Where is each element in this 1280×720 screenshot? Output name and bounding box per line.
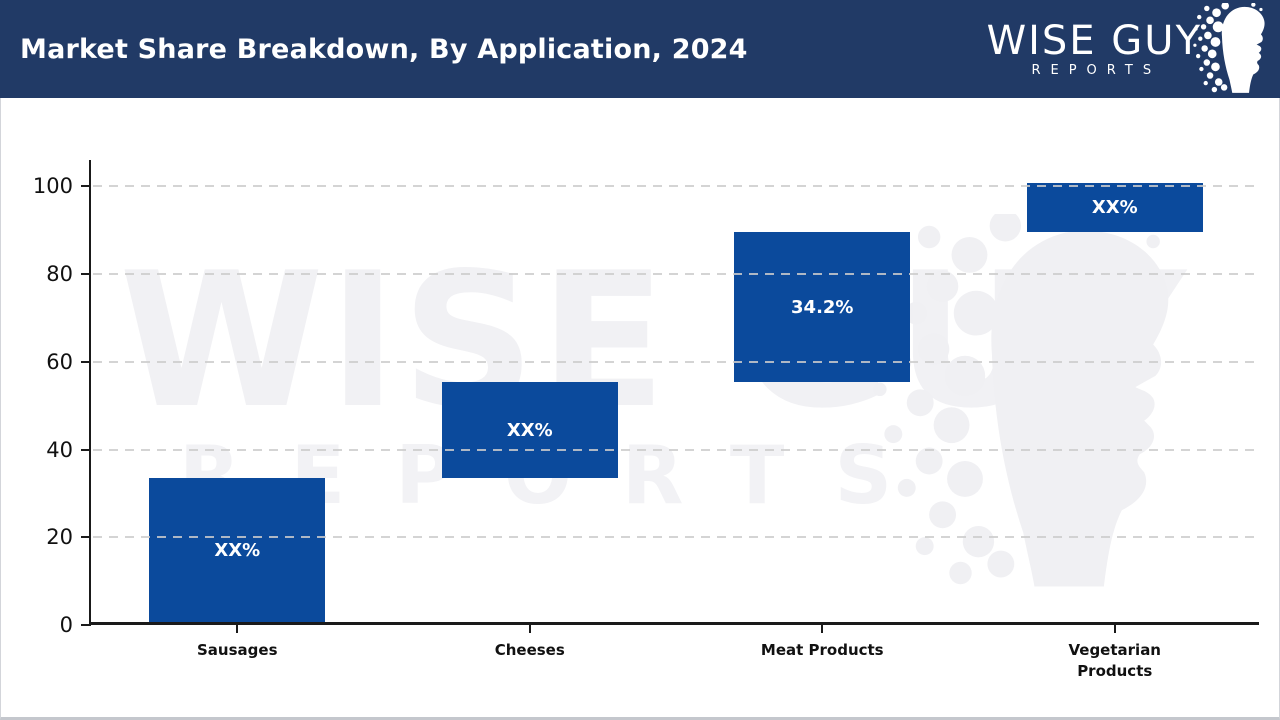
bar-value-label: 34.2% bbox=[791, 296, 854, 318]
gridline bbox=[93, 448, 1259, 451]
y-axis-tick-label: 40 bbox=[46, 437, 73, 462]
y-axis-tick-label: 80 bbox=[46, 262, 73, 287]
y-axis-tick bbox=[81, 360, 91, 363]
x-axis-label: Sausages bbox=[197, 641, 278, 659]
y-axis-tick-label: 0 bbox=[59, 613, 73, 637]
y-axis-tick bbox=[81, 536, 91, 539]
chart-bar: XX% bbox=[1026, 183, 1203, 233]
x-axis-label: Cheeses bbox=[494, 641, 565, 659]
y-axis-tick bbox=[81, 185, 91, 188]
x-axis-tick bbox=[1113, 625, 1116, 633]
bar-value-label: XX% bbox=[506, 419, 553, 441]
y-axis-tick-label: 60 bbox=[46, 349, 73, 374]
gridline bbox=[93, 185, 1259, 188]
chart-canvas: WISE GUY REPORTS 020406080100XX%Sausages… bbox=[0, 98, 1280, 720]
gridline bbox=[93, 273, 1259, 276]
chart-bar: 34.2% bbox=[734, 232, 911, 383]
gridline bbox=[93, 360, 1259, 363]
chart-bar: XX% bbox=[149, 478, 326, 622]
dotted-face-icon bbox=[1193, 3, 1265, 93]
chart-bar: XX% bbox=[441, 382, 618, 479]
bar-value-label: XX% bbox=[1091, 197, 1138, 219]
plot-area: 0 20 40 60 80 100 XX% Sausages XX% Cheeses 34.2% Me… bbox=[33, 160, 1259, 680]
y-axis-tick-label: 100 bbox=[32, 174, 73, 199]
header-bar: Market Share Breakdown, By Application, … bbox=[0, 0, 1280, 98]
x-axis-label: Meat Products bbox=[760, 641, 884, 659]
x-axis-tick bbox=[236, 625, 239, 633]
y-axis-tick bbox=[81, 624, 91, 626]
bar-value-label: XX% bbox=[214, 539, 261, 561]
gridline bbox=[93, 536, 1259, 539]
x-axis-tick bbox=[821, 625, 824, 633]
x-axis-label: Vegetarian Products bbox=[1068, 641, 1161, 680]
chart-title: Market Share Breakdown, By Application, … bbox=[20, 33, 748, 65]
logo-subtitle: REPORTS bbox=[1031, 62, 1162, 78]
y-axis-tick bbox=[81, 273, 91, 276]
logo-wordmark: WISE GUY bbox=[986, 17, 1202, 64]
y-axis-tick-label: 20 bbox=[46, 525, 73, 550]
logo-text: WISE GUY REPORTS bbox=[987, 21, 1202, 78]
x-axis-tick bbox=[528, 625, 531, 633]
y-axis-tick bbox=[81, 448, 91, 451]
wise-guy-logo: WISE GUY REPORTS bbox=[987, 3, 1270, 95]
